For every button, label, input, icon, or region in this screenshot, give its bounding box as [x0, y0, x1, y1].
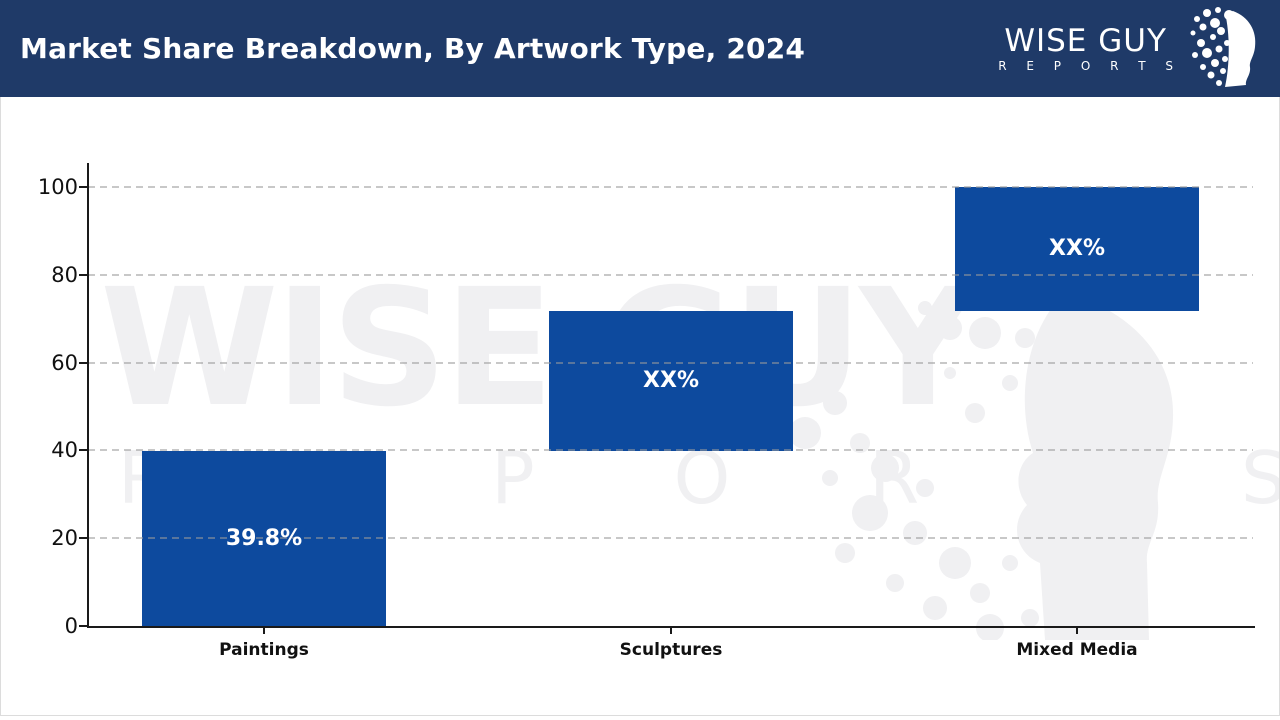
x-category-label: Mixed Media	[1016, 640, 1138, 660]
x-axis-line	[87, 626, 1255, 628]
x-tick-mark-2	[670, 628, 672, 634]
y-tick-label-0: 0	[64, 614, 78, 638]
gridline-80	[88, 273, 1253, 276]
x-tick-mark-3	[1076, 628, 1078, 634]
bar-value-label: 39.8%	[225, 525, 303, 551]
header-bar: Market Share Breakdown, By Artwork Type,…	[0, 0, 1280, 97]
wiseguy-logo: WISE GUY R E P O R T S	[990, 5, 1260, 93]
gridline-100	[88, 186, 1253, 188]
logo-line2: R E P O R T S	[998, 58, 1181, 73]
y-tick-mark-80	[79, 273, 88, 276]
wiseguy-logo-text: WISE GUY R E P O R T S	[990, 22, 1181, 73]
gridline-20	[88, 537, 1253, 540]
y-tick-mark-40	[79, 449, 88, 452]
y-tick-mark-100	[79, 186, 88, 188]
y-tick-label-40: 40	[51, 438, 78, 463]
x-tick-mark-1	[263, 628, 265, 634]
page-title: Market Share Breakdown, By Artwork Type,…	[20, 32, 806, 65]
bar-value-label: XX%	[1049, 235, 1105, 261]
x-category-label: Paintings	[219, 640, 309, 660]
bar-sculptures	[549, 310, 793, 452]
y-tick-label-100: 100	[37, 175, 78, 199]
y-axis-line	[87, 163, 89, 628]
y-tick-label-80: 80	[51, 262, 78, 287]
y-tick-mark-0	[79, 625, 88, 627]
bar-value-label: XX%	[643, 368, 699, 394]
y-tick-mark-20	[79, 537, 88, 540]
x-category-label: Sculptures	[619, 640, 723, 660]
gridline-40	[88, 449, 1253, 452]
y-tick-label-20: 20	[51, 526, 78, 551]
gridline-60	[88, 361, 1253, 364]
wiseguy-head-icon	[1185, 5, 1260, 93]
y-tick-label-60: 60	[51, 350, 78, 375]
y-tick-mark-60	[79, 361, 88, 364]
logo-line1: WISE GUY	[1004, 22, 1167, 59]
bar-mixed-media	[955, 187, 1199, 311]
